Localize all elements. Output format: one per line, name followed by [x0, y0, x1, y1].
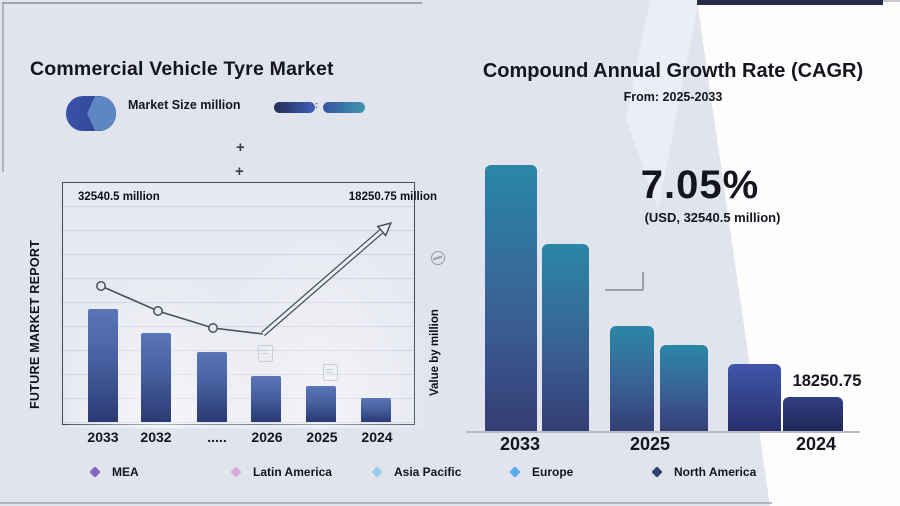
- x-label: 2026: [251, 429, 283, 445]
- minus-circle-icon: [431, 251, 445, 265]
- top-border-line: [2, 2, 422, 4]
- cagr-value: 7.05%: [640, 163, 760, 207]
- clipboard-watermark-icon: [258, 345, 273, 362]
- legend-item-mea: MEA: [89, 464, 139, 480]
- cagr-title: Compound Annual Growth Rate (CAGR): [482, 60, 864, 82]
- ratio-separator: :: [315, 100, 318, 110]
- cylinder-facet-icon: [87, 96, 116, 131]
- cagr-bar-2024-a: [728, 364, 781, 432]
- x-axis-line: [466, 431, 860, 433]
- x-label: 2033: [87, 429, 119, 445]
- legend-item-latin-america: Latin America: [230, 464, 332, 480]
- clipboard-lines: [261, 350, 268, 355]
- x-label: 2033: [499, 434, 541, 454]
- ratio-pill-right-icon: [323, 102, 365, 113]
- clipboard-lines: [326, 369, 333, 374]
- left-border-line: [2, 2, 4, 172]
- x-label: .....: [207, 429, 227, 445]
- page-title: Commercial Vehicle Tyre Market: [30, 58, 334, 80]
- bar-2025: [306, 385, 336, 422]
- bar-2024: [361, 397, 391, 422]
- legend-label: North America: [674, 465, 757, 479]
- plus-icon: +: [235, 163, 244, 180]
- y-axis-label: Value by million: [429, 309, 441, 397]
- diamond-bullet-icon: [509, 466, 521, 478]
- chart-start-value-label: 32540.5 million: [78, 191, 160, 203]
- cagr-bar-2024-b: [783, 396, 843, 432]
- market-size-chart-panel: 32540.5 million 18250.75 million: [62, 182, 437, 428]
- cagr-chart: [450, 160, 870, 433]
- watermark-vertical-label: FUTURE MARKET REPORT: [28, 239, 42, 409]
- value-annotation: 18250.75: [792, 372, 862, 390]
- x-label: 2032: [140, 429, 172, 445]
- trend-arrow-svg: [96, 222, 393, 337]
- market-size-legend-label: Market Size million: [128, 98, 241, 112]
- chart-end-value-label: 18250.75 million: [348, 191, 437, 203]
- plus-icon: +: [236, 139, 245, 156]
- legend-label: MEA: [112, 465, 139, 479]
- cagr-basis: (USD, 32540.5 million): [644, 210, 781, 225]
- step-line-decoration: [642, 272, 644, 290]
- bar-2026: [251, 376, 281, 422]
- bar-intermediate: [197, 352, 227, 422]
- bar-2033: [88, 308, 118, 422]
- bar-2032: [141, 332, 171, 422]
- cagr-subtitle: From: 2025-2033: [623, 90, 723, 104]
- bottom-border-line: [0, 502, 772, 504]
- cagr-bar-2025-a: [610, 325, 654, 432]
- market-size-cylinder-icon: [66, 96, 116, 131]
- x-label: 2025: [629, 434, 671, 454]
- legend-label: Asia Pacific: [394, 465, 462, 479]
- cagr-bar-2033-b: [542, 244, 589, 432]
- diamond-bullet-icon: [89, 466, 101, 478]
- clipboard-watermark-icon: [323, 364, 338, 381]
- x-label: 2024: [795, 434, 837, 454]
- cagr-bar-2033-a: [485, 165, 537, 432]
- step-line-decoration: [605, 289, 643, 291]
- diamond-bullet-icon: [371, 466, 383, 478]
- diamond-bullet-icon: [651, 466, 663, 478]
- top-right-navy-strip: [697, 0, 883, 5]
- x-label: 2025: [306, 429, 338, 445]
- legend-item-asia-pacific: Asia Pacific: [371, 464, 462, 480]
- cagr-bar-2025-b: [660, 344, 708, 432]
- x-label: 2024: [361, 429, 393, 445]
- legend-item-north-america: North America: [651, 464, 757, 480]
- ratio-pill-left-icon: [274, 102, 315, 113]
- legend-label: Europe: [532, 465, 574, 479]
- legend-label: Latin America: [253, 465, 332, 479]
- diamond-bullet-icon: [230, 466, 242, 478]
- legend-item-europe: Europe: [509, 464, 574, 480]
